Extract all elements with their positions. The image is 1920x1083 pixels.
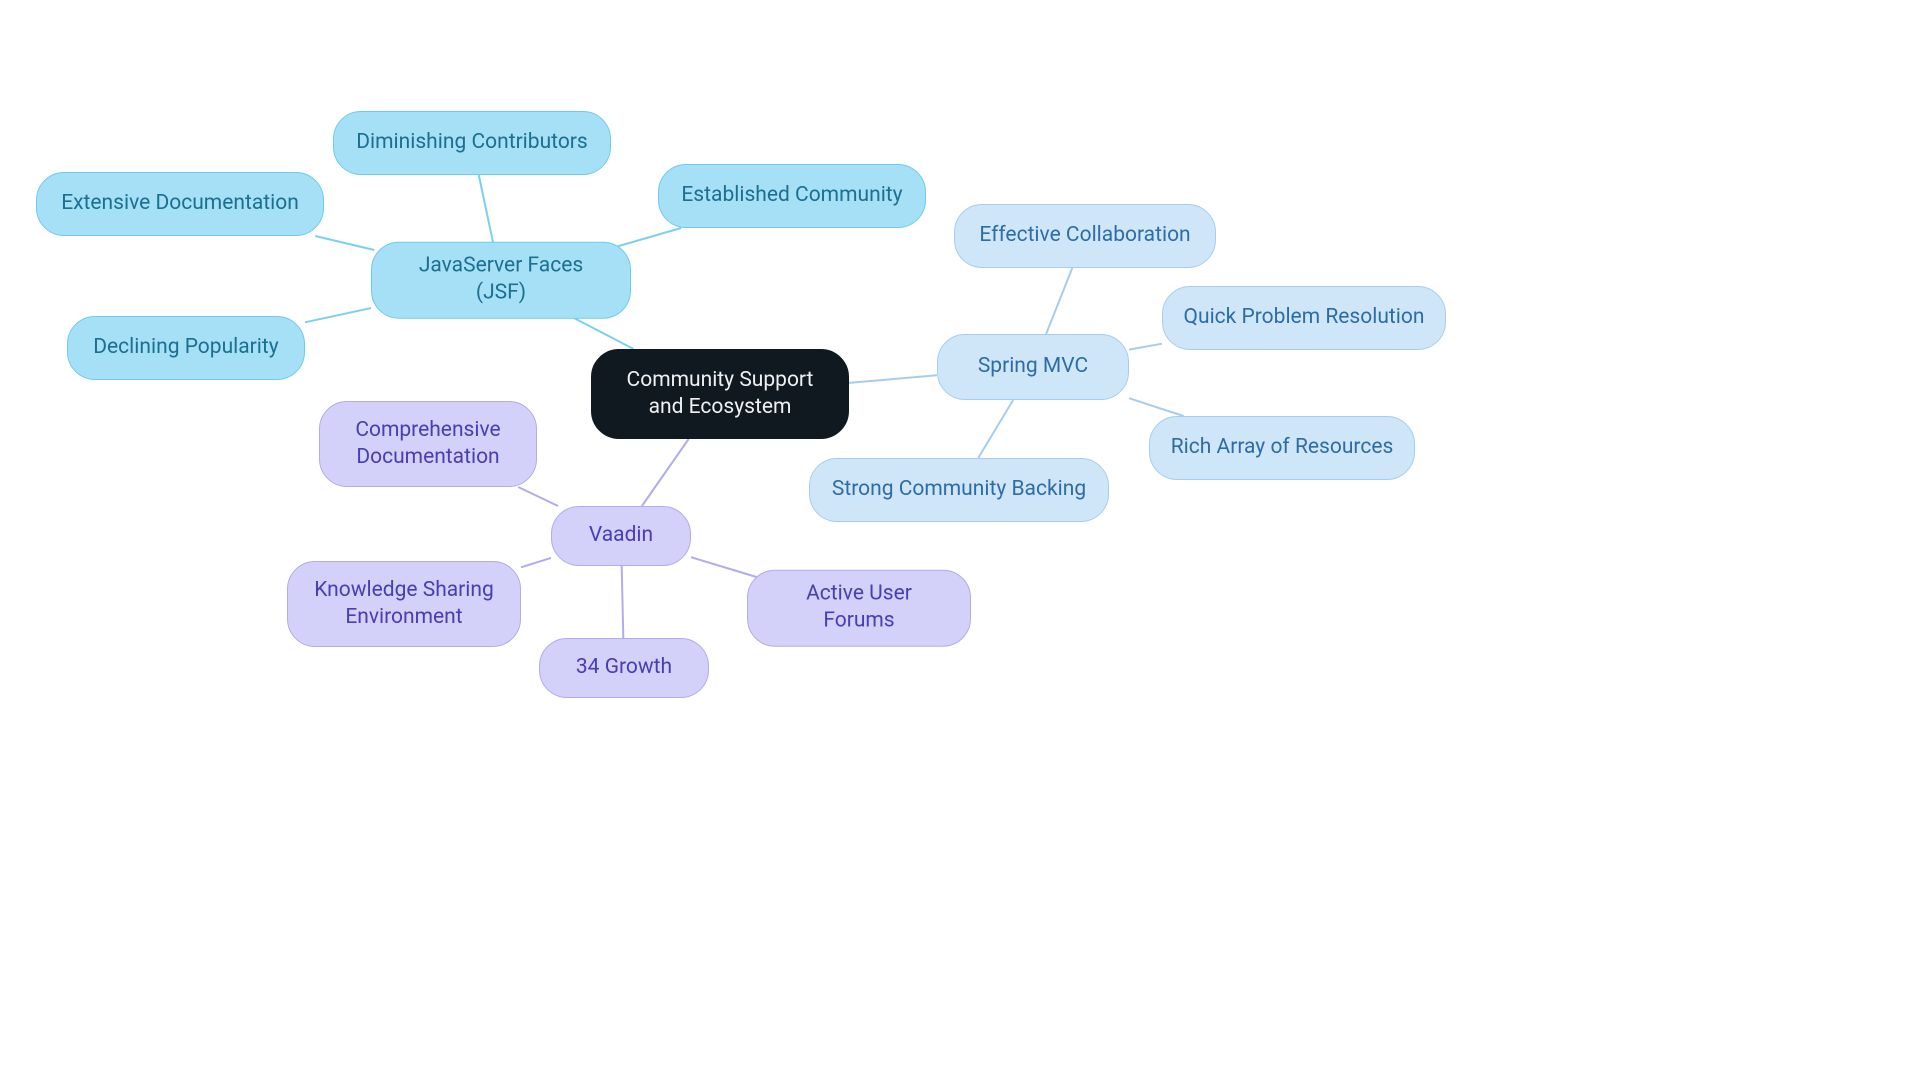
node-quick-prob: Quick Problem Resolution [1162,286,1446,350]
edge [305,308,371,322]
edge [1129,398,1184,416]
node-forums: Active User Forums [747,570,971,647]
node-label: Established Community [681,182,902,209]
edge [978,400,1013,458]
node-comp-doc: Comprehensive Documentation [319,401,537,487]
edge [622,566,624,638]
node-label: Extensive Documentation [61,190,299,217]
edge [642,439,689,506]
edge [518,487,558,506]
node-label: Vaadin [589,522,653,549]
node-vaadin: Vaadin [551,506,691,566]
node-spring: Spring MVC [937,334,1129,400]
node-label: Active User Forums [768,581,950,636]
edge [1129,344,1162,350]
diagram-edges [0,0,1920,1083]
node-growth: 34 Growth [539,638,709,698]
node-label: Knowledge Sharing Environment [308,577,500,632]
node-label: Comprehensive Documentation [340,417,516,472]
node-center: Community Support and Ecosystem [591,349,849,439]
node-label: Diminishing Contributors [356,129,588,156]
node-eff-collab: Effective Collaboration [954,204,1216,268]
edge [849,375,937,383]
node-label: Quick Problem Resolution [1184,304,1425,331]
node-label: Effective Collaboration [979,222,1190,249]
node-label: Community Support and Ecosystem [612,367,828,422]
node-know-share: Knowledge Sharing Environment [287,561,521,647]
node-label: Declining Popularity [93,334,278,361]
node-label: Rich Array of Resources [1171,434,1394,461]
node-jsf: JavaServer Faces (JSF) [371,242,631,319]
edge [315,236,374,250]
node-label: 34 Growth [576,654,672,681]
node-ext-doc: Extensive Documentation [36,172,324,236]
node-strong-comm: Strong Community Backing [809,458,1109,522]
node-dim-contrib: Diminishing Contributors [333,111,611,175]
node-label: Spring MVC [978,353,1088,380]
edge [691,557,760,578]
node-rich-res: Rich Array of Resources [1149,416,1415,480]
edge [521,558,551,567]
edge [479,175,495,250]
node-label: JavaServer Faces (JSF) [392,253,610,308]
node-est-comm: Established Community [658,164,926,228]
edge [1046,268,1072,334]
node-decl-pop: Declining Popularity [67,316,305,380]
node-label: Strong Community Backing [832,476,1086,503]
